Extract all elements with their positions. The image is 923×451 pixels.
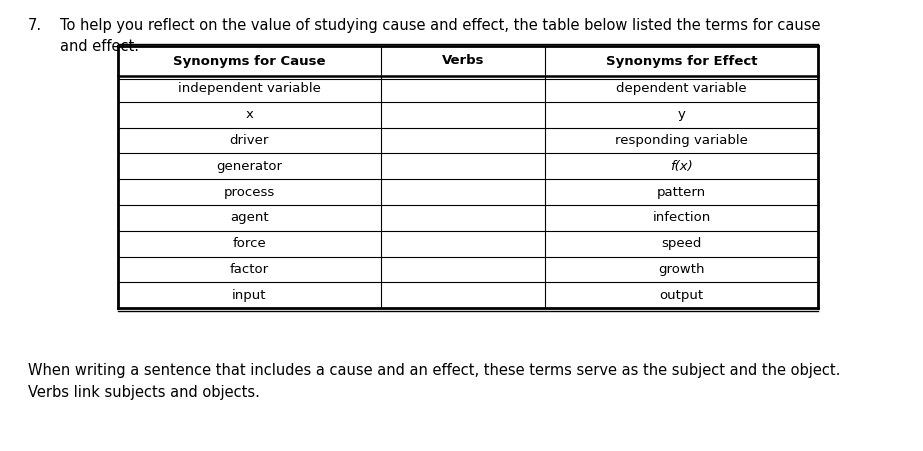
Bar bbox=[118, 282, 380, 308]
Text: growth: growth bbox=[658, 263, 705, 276]
Bar bbox=[545, 179, 818, 205]
Bar bbox=[118, 205, 380, 231]
Text: infection: infection bbox=[653, 212, 711, 225]
Bar bbox=[380, 153, 545, 179]
Bar bbox=[380, 76, 545, 102]
Bar bbox=[380, 128, 545, 153]
Bar bbox=[545, 128, 818, 153]
Text: agent: agent bbox=[230, 212, 269, 225]
Text: Verbs: Verbs bbox=[441, 55, 484, 68]
Bar bbox=[545, 282, 818, 308]
Text: force: force bbox=[233, 237, 266, 250]
Bar bbox=[118, 46, 380, 76]
Bar bbox=[380, 179, 545, 205]
Bar bbox=[118, 128, 380, 153]
Bar bbox=[380, 257, 545, 282]
Text: Synonyms for Effect: Synonyms for Effect bbox=[605, 55, 757, 68]
Text: 7.: 7. bbox=[28, 18, 42, 33]
Bar bbox=[118, 179, 380, 205]
Text: x: x bbox=[246, 108, 253, 121]
Text: responding variable: responding variable bbox=[615, 134, 748, 147]
Bar bbox=[545, 231, 818, 257]
Bar bbox=[380, 102, 545, 128]
Text: generator: generator bbox=[216, 160, 282, 173]
Text: driver: driver bbox=[230, 134, 269, 147]
Text: y: y bbox=[677, 108, 686, 121]
Text: pattern: pattern bbox=[657, 186, 706, 198]
Bar bbox=[545, 205, 818, 231]
Bar bbox=[545, 102, 818, 128]
Text: Synonyms for Cause: Synonyms for Cause bbox=[173, 55, 326, 68]
Bar bbox=[380, 282, 545, 308]
Text: output: output bbox=[659, 289, 703, 302]
Text: process: process bbox=[223, 186, 275, 198]
Text: f(x): f(x) bbox=[670, 160, 693, 173]
Text: input: input bbox=[232, 289, 267, 302]
Bar bbox=[545, 46, 818, 76]
Text: independent variable: independent variable bbox=[178, 83, 320, 96]
Bar bbox=[380, 205, 545, 231]
Bar bbox=[545, 153, 818, 179]
Bar bbox=[118, 76, 380, 102]
Bar bbox=[118, 231, 380, 257]
Text: When writing a sentence that includes a cause and an effect, these terms serve a: When writing a sentence that includes a … bbox=[28, 363, 840, 400]
Text: factor: factor bbox=[230, 263, 269, 276]
Bar bbox=[118, 102, 380, 128]
Bar bbox=[118, 153, 380, 179]
Bar bbox=[545, 76, 818, 102]
Text: To help you reflect on the value of studying cause and effect, the table below l: To help you reflect on the value of stud… bbox=[60, 18, 821, 54]
Bar bbox=[380, 231, 545, 257]
Bar bbox=[118, 257, 380, 282]
Bar bbox=[545, 257, 818, 282]
Text: speed: speed bbox=[661, 237, 701, 250]
Text: dependent variable: dependent variable bbox=[617, 83, 747, 96]
Bar bbox=[380, 46, 545, 76]
